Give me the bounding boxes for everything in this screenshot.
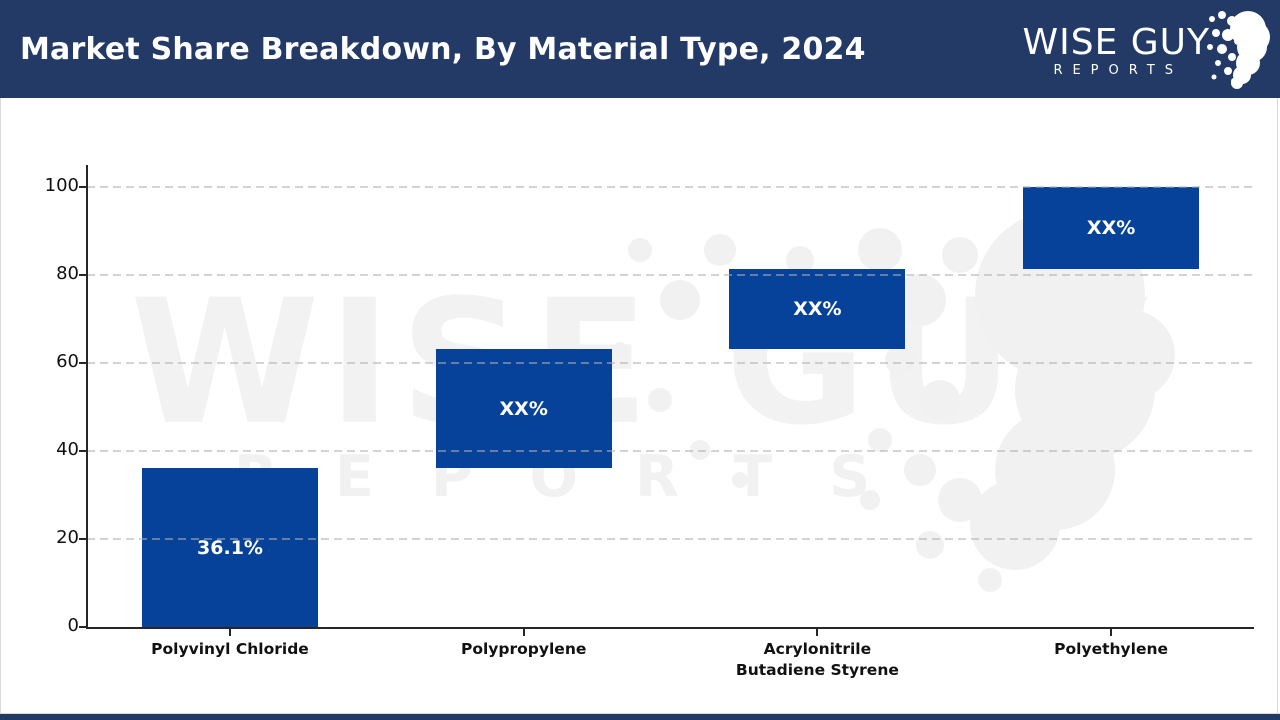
y-axis-tick-label: 100 (44, 175, 79, 196)
x-axis-category-label: Polypropylene (377, 639, 671, 660)
x-axis-tick (1110, 629, 1113, 636)
x-axis-line (86, 627, 1254, 629)
gridline (87, 274, 1254, 276)
y-axis-tick-label: 60 (56, 351, 79, 372)
x-axis-category-label-line: Polypropylene (460, 640, 587, 658)
gridline (87, 362, 1254, 364)
logo-subtitle: REPORTS (1053, 63, 1184, 78)
y-axis-line (86, 165, 88, 629)
x-axis-category-label-line: Polyethylene (1054, 640, 1169, 658)
bar: XX% (435, 349, 612, 469)
x-axis-category-label-line: Polyvinyl Chloride (151, 640, 309, 658)
x-axis-tick (229, 629, 231, 636)
y-axis-tick-label: 20 (56, 527, 79, 548)
logo-face-icon (1207, 11, 1270, 89)
x-axis-tick (522, 629, 525, 636)
bar-value-label: 36.1% (197, 536, 263, 559)
bar: 36.1% (142, 468, 318, 627)
y-axis-tick (79, 362, 86, 364)
gridline (87, 450, 1254, 452)
footer-bar (0, 713, 1280, 720)
x-axis-category-label-line: Butadiene Styrene (735, 661, 899, 679)
wiseguy-logo: WISE GUY REPORTS (1022, 6, 1270, 92)
bar-value-label: XX% (793, 298, 842, 321)
y-axis-tick (79, 626, 86, 628)
bar: XX% (1023, 187, 1200, 269)
x-axis-tick (816, 629, 819, 636)
x-axis-category-label: Acrylonitrile Butadiene Styrene (670, 639, 964, 681)
gridline (87, 186, 1254, 188)
logo-text: WISE GUY REPORTS (1022, 22, 1211, 79)
y-axis-tick-label: 0 (67, 615, 79, 636)
x-axis-category-label: Polyvinyl Chloride (83, 639, 377, 660)
y-axis-tick (79, 274, 86, 276)
x-axis-category-label: Polyethylene (964, 639, 1258, 660)
gridline (87, 538, 1254, 540)
y-axis-tick-label: 40 (56, 439, 79, 460)
y-axis-tick (79, 450, 86, 452)
page-title: Market Share Breakdown, By Material Type… (20, 31, 866, 67)
y-axis-tick (79, 186, 86, 188)
bar: XX% (729, 268, 906, 350)
x-axis-category-label-line: Acrylonitrile (763, 640, 872, 658)
logo-wordmark: WISE GUY (1022, 22, 1210, 63)
header-bar: Market Share Breakdown, By Material Type… (0, 0, 1280, 98)
y-axis-tick-label: 80 (56, 263, 79, 284)
bar-value-label: XX% (499, 397, 548, 420)
bar-value-label: XX% (1086, 216, 1136, 239)
y-axis-tick (79, 538, 86, 540)
